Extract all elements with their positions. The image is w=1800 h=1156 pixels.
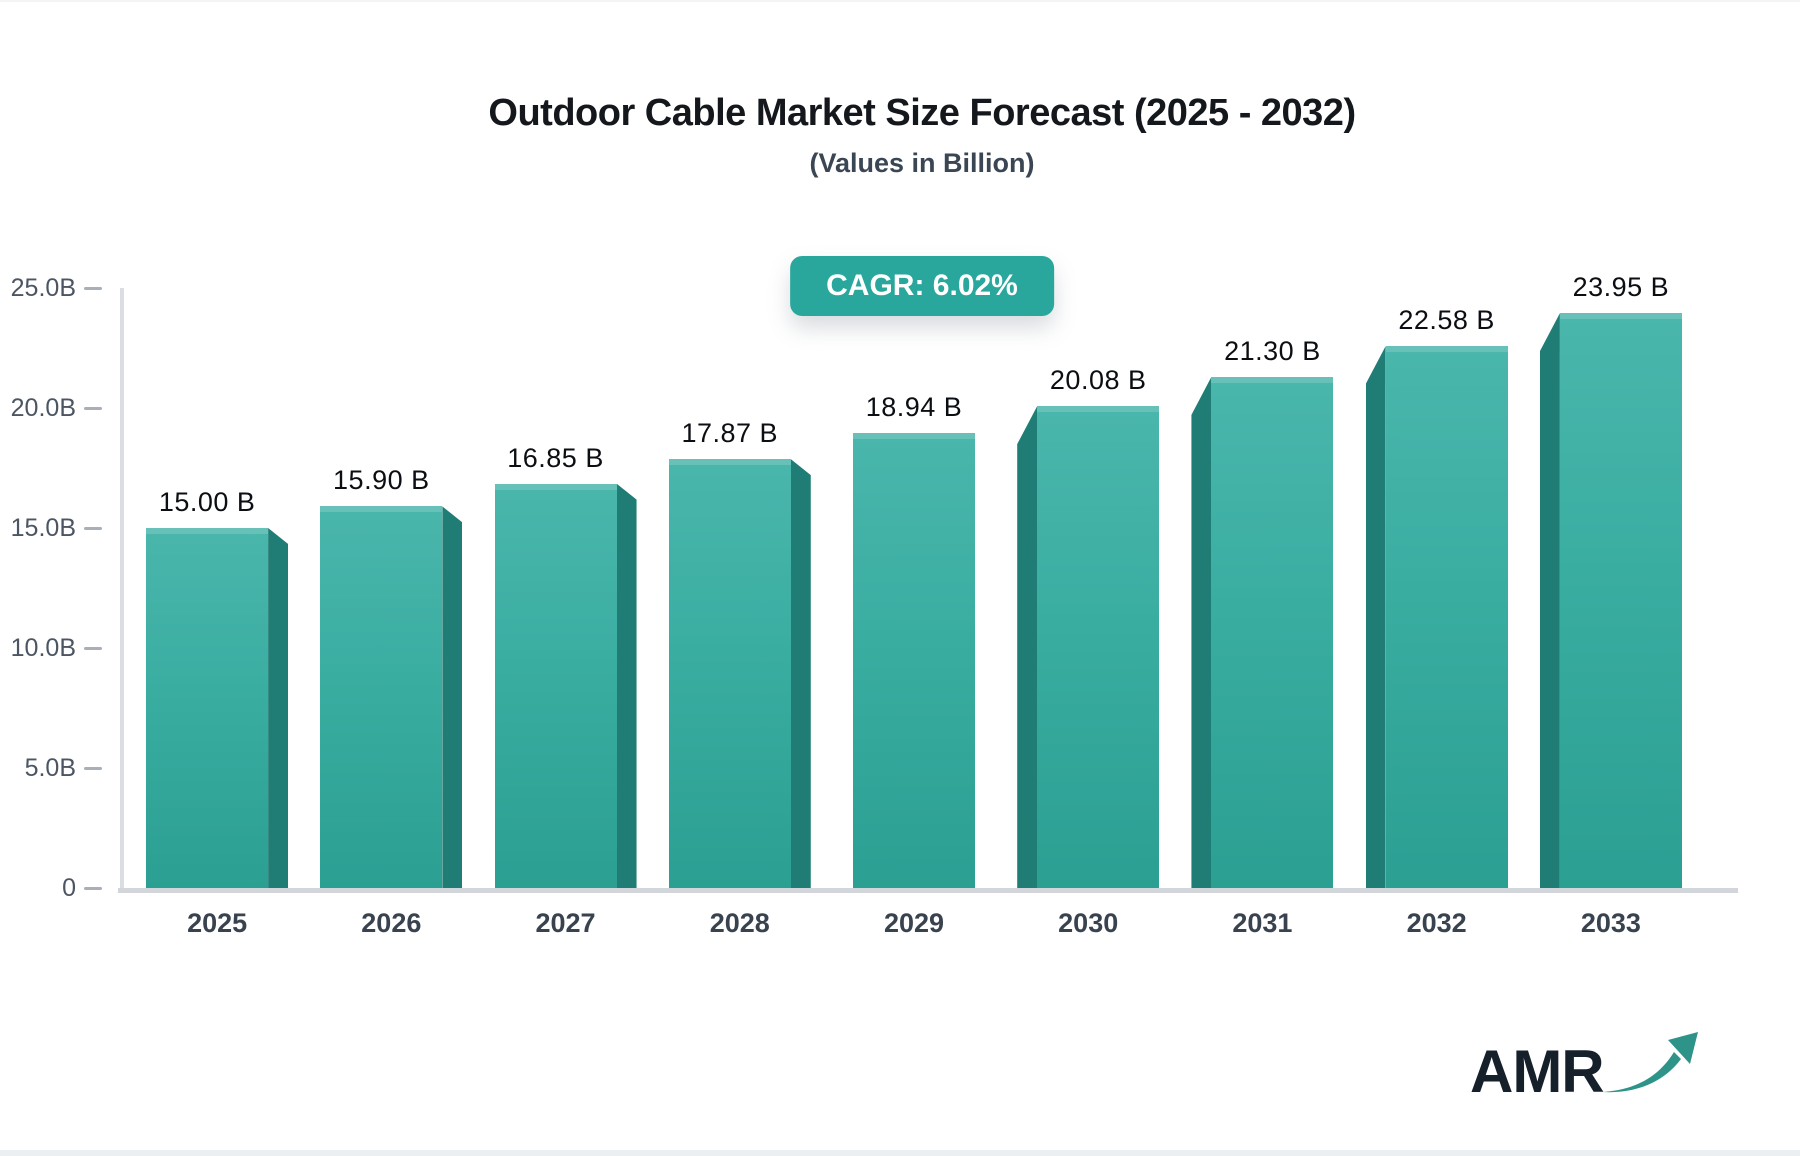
y-axis-tick	[84, 527, 102, 530]
y-axis-tick	[84, 407, 102, 410]
bar-3d-side	[1191, 376, 1212, 888]
y-axis-tick	[84, 287, 102, 290]
y-axis-tick-label: 10.0B	[10, 634, 76, 662]
bar-slot: 15.90 B	[304, 465, 478, 888]
brand-logo: AMR	[1470, 1024, 1700, 1114]
bar-slot: 23.95 B	[1524, 272, 1698, 888]
y-axis-tick	[84, 647, 102, 650]
bar-2032: 22.58 B	[1365, 305, 1508, 888]
x-axis-label-2027: 2027	[535, 908, 596, 938]
bar-value-label: 23.95 B	[1572, 272, 1670, 303]
bar-slot: 15.00 B	[130, 487, 304, 888]
amr-logo-text: AMR	[1470, 1038, 1605, 1105]
page-title: Outdoor Cable Market Size Forecast (2025…	[488, 92, 1356, 134]
bar-value-label: 20.08 B	[1049, 365, 1147, 396]
bar-slot: 18.94 B	[827, 392, 1001, 888]
y-axis-tick-label: 25.0B	[10, 274, 76, 302]
bar-face	[1385, 346, 1508, 888]
y-axis-tick-label: 0	[62, 874, 76, 902]
bar-value-label: 15.00 B	[158, 487, 256, 517]
x-axis-label-2030: 2030	[1058, 908, 1119, 938]
bar-slot: 22.58 B	[1350, 305, 1524, 888]
bar-slot: 20.08 B	[1001, 365, 1175, 888]
x-axis-labels: 2025 2026 2027 2028 2029 2030 2031 2032 2033	[120, 908, 1738, 939]
y-axis-tick-label: 5.0B	[24, 754, 76, 782]
x-axis-label-2029: 2029	[883, 908, 945, 938]
page-subtitle: (Values in Billion)	[809, 148, 1035, 178]
bar-2029: 18.94 B	[852, 392, 975, 888]
bottom-edge-divider	[0, 1150, 1800, 1156]
y-axis-tick-label: 20.0B	[10, 394, 76, 422]
bar-2028: 17.87 B	[668, 418, 811, 888]
bar-3d-side	[1365, 346, 1386, 888]
y-axis-tick	[84, 767, 102, 770]
bar-value-label: 17.87 B	[681, 418, 779, 449]
bar-face	[146, 528, 269, 888]
bar-3d-side	[1539, 313, 1560, 888]
bar-value-label: 18.94 B	[865, 392, 963, 423]
bar-value-label: 21.30 B	[1224, 335, 1321, 366]
bar-value-label: 15.90 B	[333, 465, 430, 496]
bar-2026: 15.90 B	[320, 465, 463, 888]
bar-3d-side	[268, 528, 289, 888]
bar-face	[320, 506, 443, 888]
bar-face	[494, 483, 617, 888]
bar-face	[1559, 313, 1682, 888]
bar-face	[852, 433, 975, 888]
y-axis-tick	[84, 887, 102, 890]
bar-face	[1037, 406, 1160, 888]
bar-2027: 16.85 B	[494, 443, 637, 888]
x-axis-label-2025: 2025	[187, 908, 248, 938]
bar-face	[668, 459, 791, 888]
bar-value-label: 16.85 B	[507, 442, 604, 473]
x-axis-label-2033: 2033	[1580, 908, 1641, 938]
bar-3d-side	[616, 483, 637, 888]
bar-face	[1211, 376, 1334, 888]
bar-2031: 21.30 B	[1191, 336, 1334, 888]
x-axis-label-2028: 2028	[709, 908, 770, 938]
x-axis-label-2026: 2026	[361, 908, 422, 938]
bar-3d-side	[442, 506, 463, 888]
top-edge-divider	[0, 0, 1800, 2]
bar-3d-side	[1017, 406, 1038, 888]
bar-2030: 20.08 B	[1017, 365, 1160, 888]
bar-slot: 21.30 B	[1175, 336, 1349, 888]
bar-slot: 16.85 B	[478, 443, 652, 888]
bar-value-label: 22.58 B	[1398, 305, 1495, 336]
y-axis-tick-label: 15.0B	[10, 514, 76, 542]
growth-arrow-icon	[1602, 1032, 1698, 1093]
x-axis-label-2031: 2031	[1232, 908, 1293, 938]
x-axis-label-2032: 2032	[1406, 908, 1467, 938]
bar-2025: 15.00 B	[146, 487, 289, 888]
bar-slot: 17.87 B	[653, 418, 827, 888]
bars-row: 15.00 B 15.90 B 16.85 B 17.87 B 18.94 B 20.08…	[130, 272, 1698, 888]
bar-3d-side	[790, 459, 811, 888]
bar-2033: 23.95 B	[1539, 272, 1682, 888]
cagr-badge: CAGR: 6.02%	[790, 256, 1054, 316]
